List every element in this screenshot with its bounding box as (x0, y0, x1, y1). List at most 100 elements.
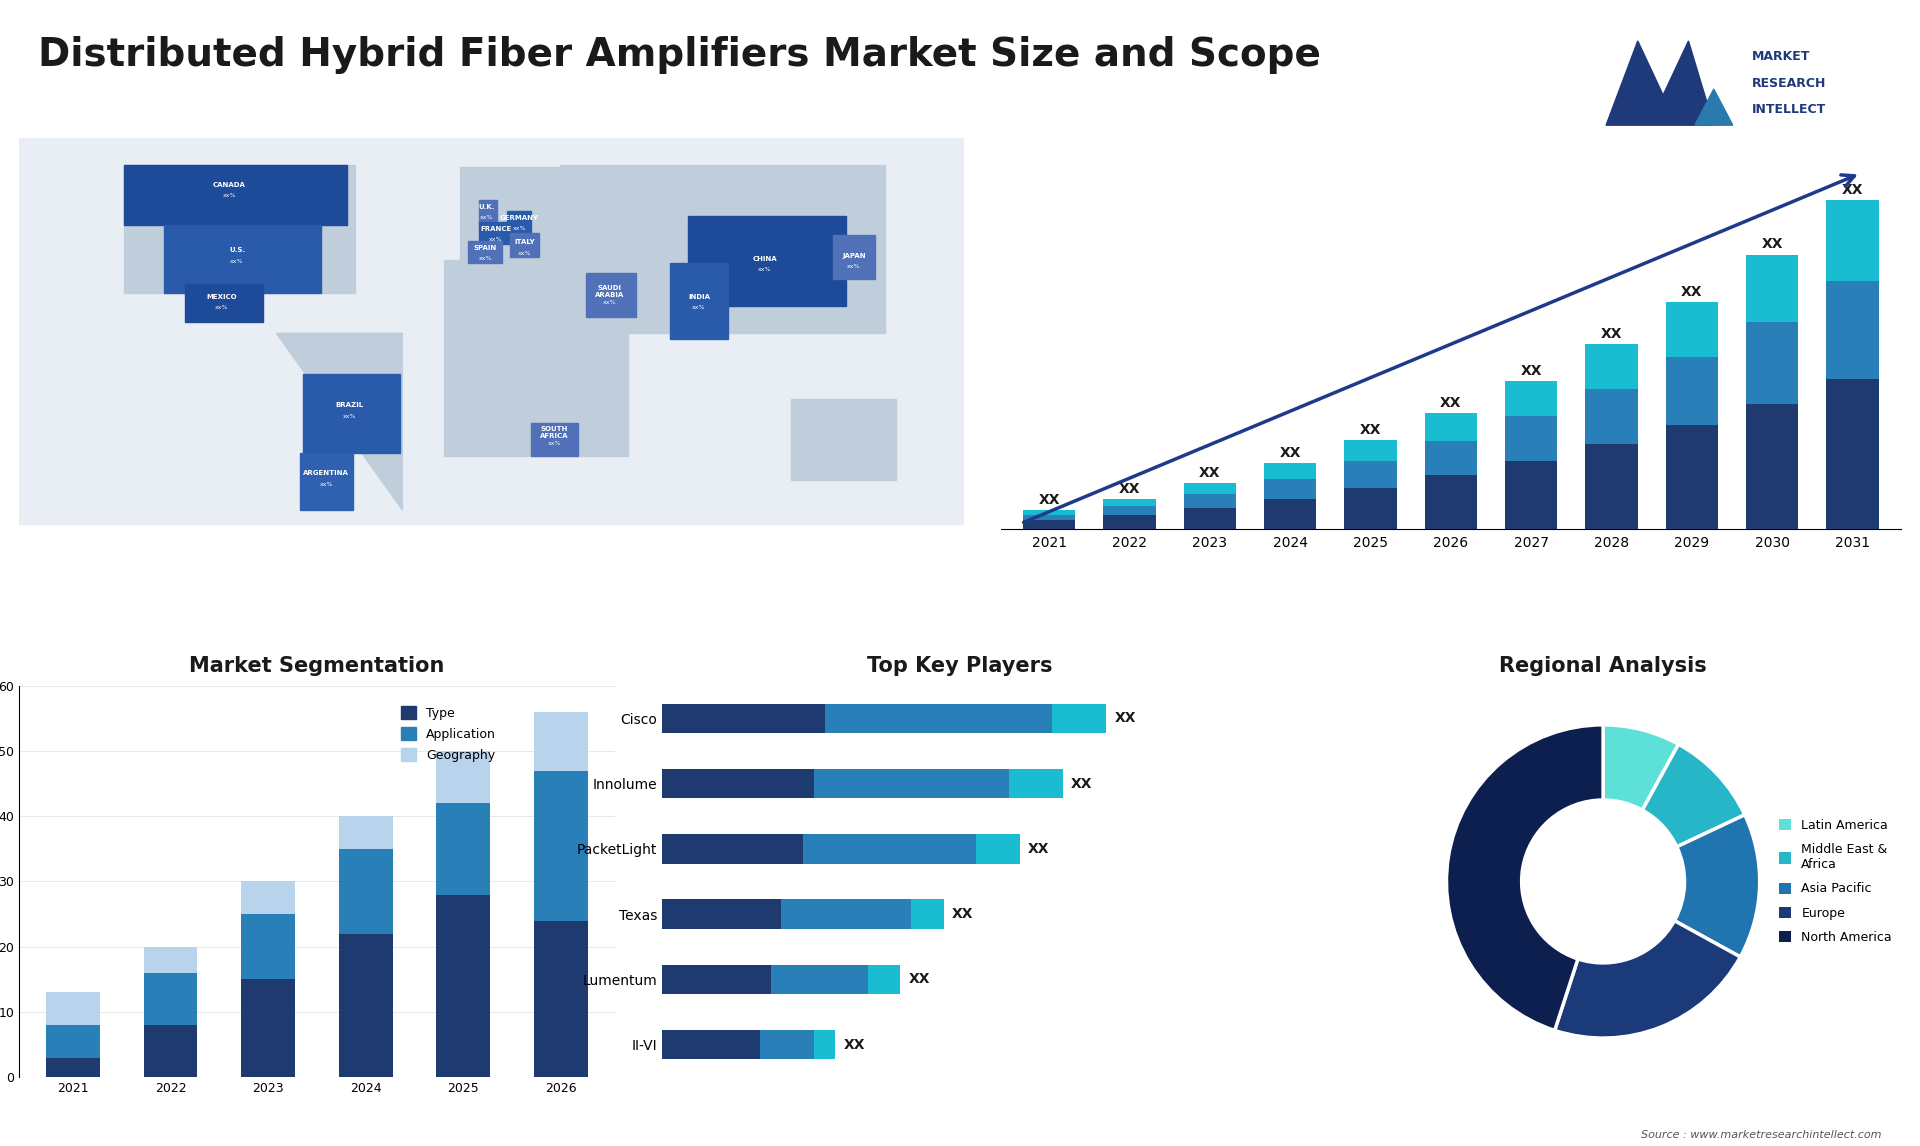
Polygon shape (125, 165, 355, 292)
Circle shape (1523, 800, 1684, 963)
Polygon shape (461, 167, 597, 266)
Bar (781, 900, 912, 928)
Bar (534, 920, 588, 1077)
Bar (912, 900, 945, 928)
Bar (1826, 201, 1878, 281)
Text: XX: XX (952, 908, 973, 921)
Bar (1008, 769, 1064, 799)
Polygon shape (468, 241, 503, 262)
Bar (662, 704, 826, 733)
Text: SAUDI
ARABIA: SAUDI ARABIA (595, 284, 624, 298)
Polygon shape (791, 399, 897, 480)
Bar (770, 965, 868, 994)
Text: CHINA: CHINA (753, 256, 778, 261)
Text: INDIA: INDIA (687, 293, 710, 299)
Polygon shape (561, 165, 885, 333)
Text: xx%: xx% (480, 215, 493, 220)
Text: RESEARCH: RESEARCH (1751, 77, 1826, 89)
Text: U.K.: U.K. (478, 204, 495, 210)
Bar (1745, 254, 1799, 322)
Bar (144, 1025, 198, 1077)
Wedge shape (1674, 815, 1761, 957)
Bar (803, 834, 975, 864)
Bar (1586, 445, 1638, 529)
Text: xx%: xx% (758, 267, 772, 272)
Bar (1104, 505, 1156, 515)
Text: ARGENTINA: ARGENTINA (303, 470, 349, 477)
Bar (1104, 499, 1156, 505)
Bar (662, 1030, 760, 1059)
Text: xx%: xx% (215, 305, 228, 309)
Bar (1425, 476, 1476, 529)
Text: XX: XX (843, 1037, 866, 1052)
Bar (436, 803, 490, 895)
Bar (975, 834, 1020, 864)
Wedge shape (1603, 725, 1678, 810)
Bar (338, 934, 392, 1077)
Text: U.S.: U.S. (228, 248, 246, 253)
Bar (1344, 440, 1396, 461)
Bar (1505, 461, 1557, 529)
Bar (1667, 425, 1718, 529)
Text: Source : www.marketresearchintellect.com: Source : www.marketresearchintellect.com (1642, 1130, 1882, 1140)
Bar (1185, 494, 1236, 508)
Text: xx%: xx% (319, 481, 332, 487)
Text: XX: XX (1440, 395, 1461, 410)
Bar (46, 992, 100, 1025)
Text: XX: XX (1114, 712, 1137, 725)
Bar (1263, 499, 1317, 529)
Text: INTELLECT: INTELLECT (1751, 103, 1826, 116)
Title: Top Key Players: Top Key Players (868, 656, 1052, 676)
Bar (1586, 344, 1638, 388)
Polygon shape (689, 217, 847, 306)
Text: JAPAN: JAPAN (843, 253, 866, 259)
Legend: Type, Application, Geography: Type, Application, Geography (396, 700, 501, 768)
Bar (1425, 440, 1476, 476)
Bar (1185, 508, 1236, 529)
Text: XX: XX (1039, 493, 1060, 508)
Text: MEXICO: MEXICO (205, 293, 236, 299)
Wedge shape (1446, 725, 1603, 1030)
Polygon shape (670, 262, 728, 339)
Text: XX: XX (1761, 237, 1784, 251)
Bar (338, 849, 392, 934)
Text: xx%: xx% (478, 256, 492, 261)
Bar (760, 1030, 814, 1059)
Title: Regional Analysis: Regional Analysis (1500, 656, 1707, 676)
Bar (868, 965, 900, 994)
Polygon shape (532, 423, 578, 456)
Text: xx%: xx% (547, 441, 561, 446)
Text: xx%: xx% (693, 305, 707, 309)
Bar (242, 915, 296, 980)
Bar (662, 965, 770, 994)
Text: xx%: xx% (223, 194, 236, 198)
Bar (46, 1025, 100, 1058)
Polygon shape (303, 374, 399, 453)
Wedge shape (1555, 920, 1740, 1038)
Bar (534, 770, 588, 920)
Polygon shape (184, 284, 263, 322)
Text: BRAZIL: BRAZIL (336, 402, 365, 408)
Bar (1667, 303, 1718, 358)
Text: XX: XX (1841, 183, 1862, 197)
Bar (1667, 358, 1718, 425)
Text: XX: XX (1601, 327, 1622, 340)
Bar (242, 980, 296, 1077)
Text: xx%: xx% (490, 237, 503, 242)
Polygon shape (1695, 89, 1732, 125)
Text: XX: XX (908, 972, 929, 987)
Bar (662, 834, 803, 864)
Polygon shape (478, 201, 497, 225)
Bar (1185, 484, 1236, 494)
Bar (1263, 479, 1317, 499)
Polygon shape (507, 211, 532, 233)
Bar (1745, 322, 1799, 403)
Polygon shape (1605, 41, 1715, 125)
Bar (1505, 380, 1557, 416)
Bar (1425, 413, 1476, 440)
Text: xx%: xx% (230, 259, 244, 264)
Bar (1586, 388, 1638, 445)
Polygon shape (163, 225, 321, 292)
Bar (144, 973, 198, 1025)
Bar (1826, 281, 1878, 379)
